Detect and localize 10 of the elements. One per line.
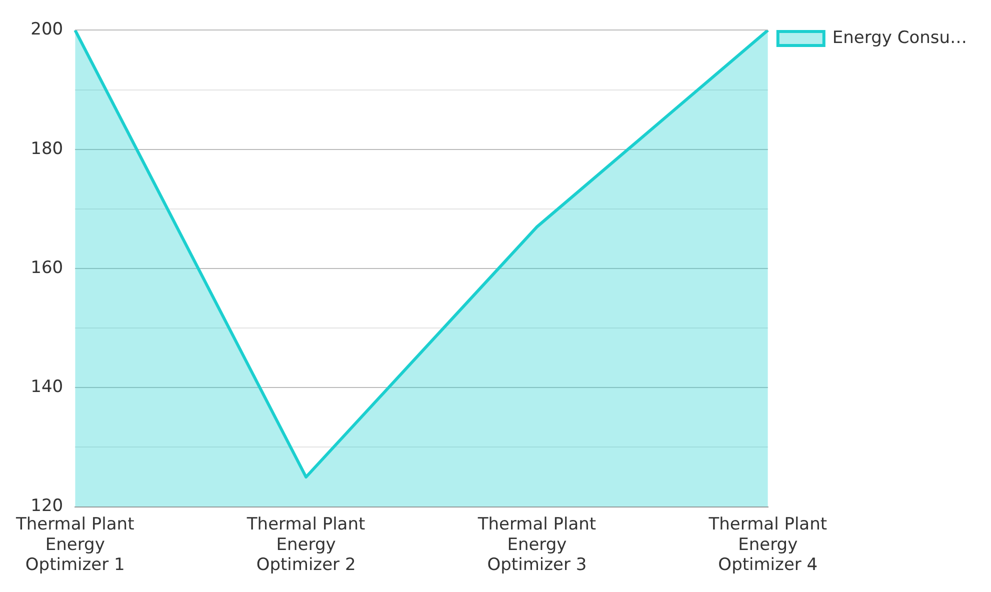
x-tick-label: Thermal Plant Energy Optimizer 3 bbox=[476, 514, 596, 576]
legend-label: Energy Consu… bbox=[832, 28, 968, 48]
y-tick-label: 180 bbox=[30, 138, 64, 159]
x-tick-label: Thermal Plant Energy Optimizer 2 bbox=[246, 514, 366, 576]
x-tick-label: Thermal Plant Energy Optimizer 4 bbox=[708, 514, 828, 576]
y-tick-label: 140 bbox=[30, 377, 64, 398]
y-tick-label: 120 bbox=[30, 496, 64, 516]
y-tick-label: 200 bbox=[30, 20, 64, 40]
y-tick-label: 160 bbox=[30, 258, 64, 278]
x-tick-label: Thermal Plant Energy Optimizer 1 bbox=[14, 514, 135, 576]
